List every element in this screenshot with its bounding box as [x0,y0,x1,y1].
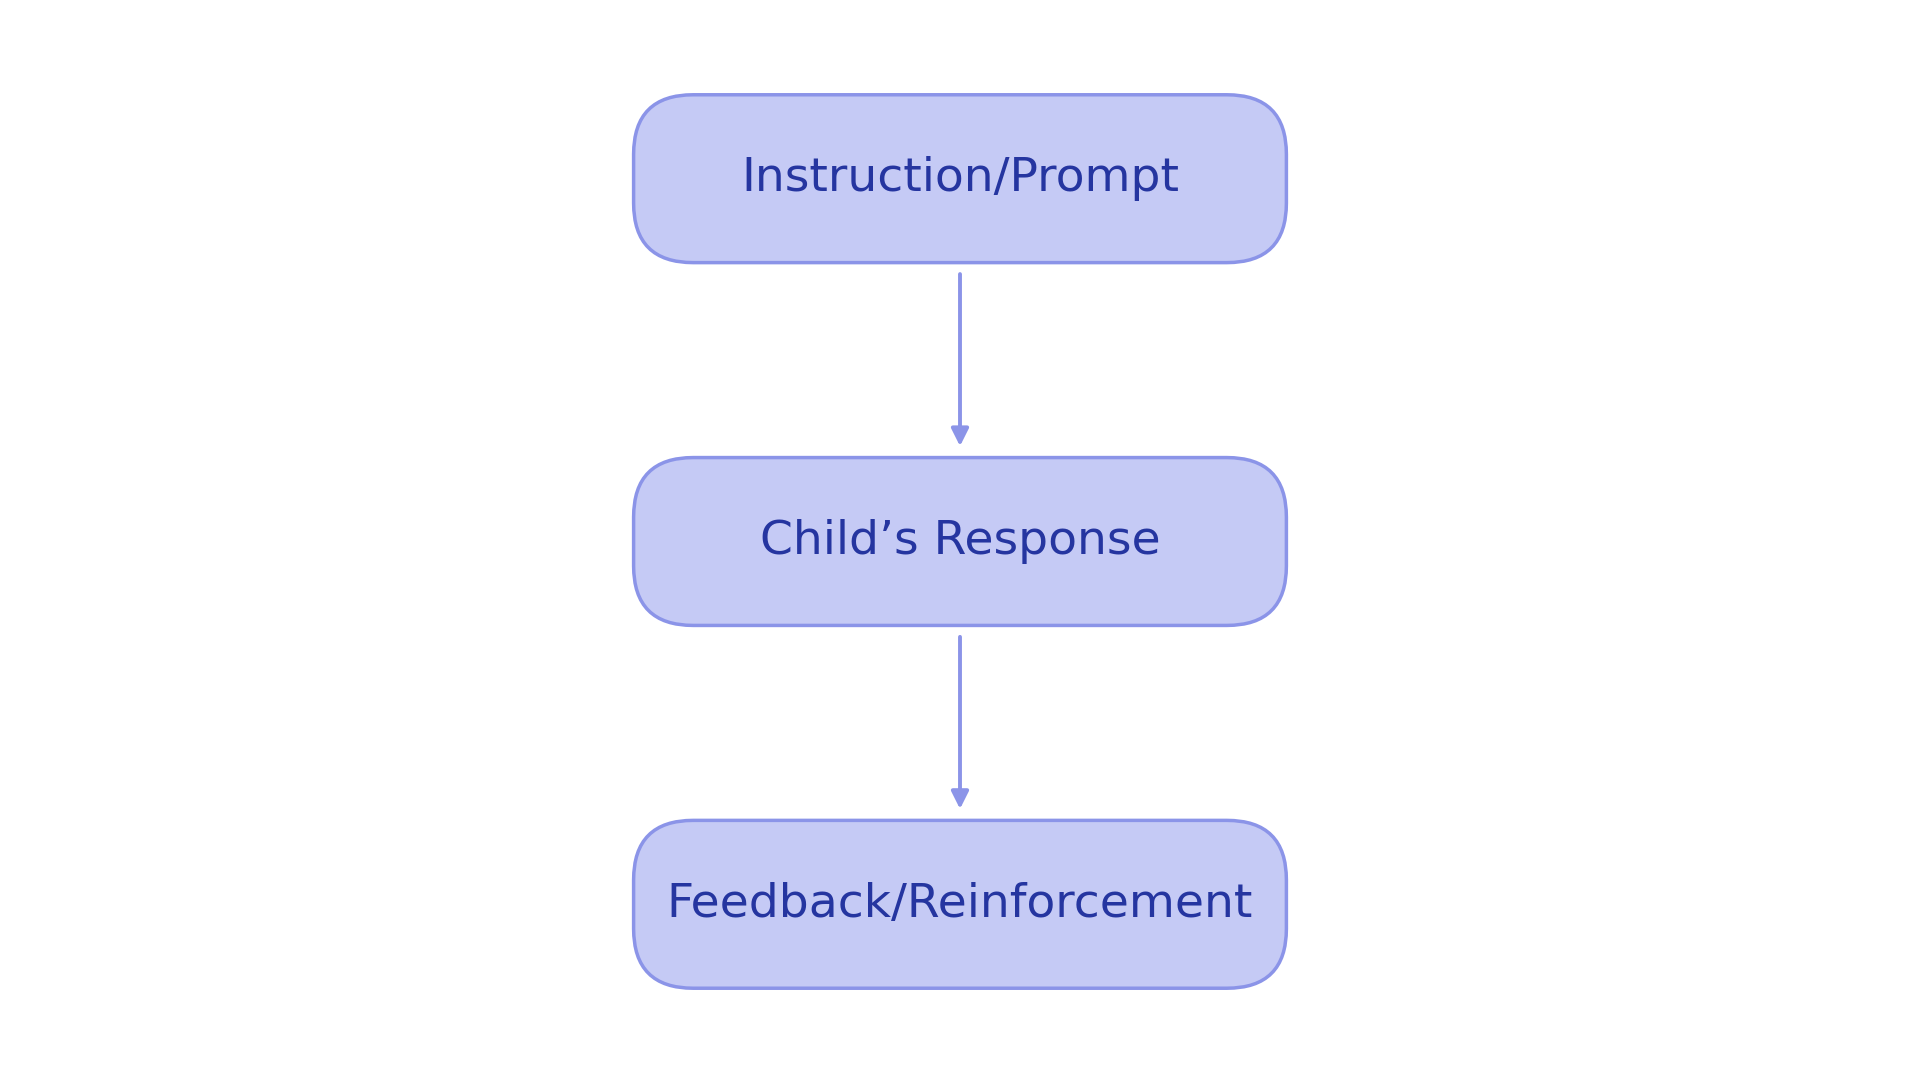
Text: Child’s Response: Child’s Response [760,519,1160,564]
Text: Instruction/Prompt: Instruction/Prompt [741,156,1179,201]
FancyBboxPatch shape [634,821,1286,988]
Text: Feedback/Reinforcement: Feedback/Reinforcement [666,882,1254,927]
FancyBboxPatch shape [634,457,1286,626]
FancyBboxPatch shape [634,95,1286,263]
